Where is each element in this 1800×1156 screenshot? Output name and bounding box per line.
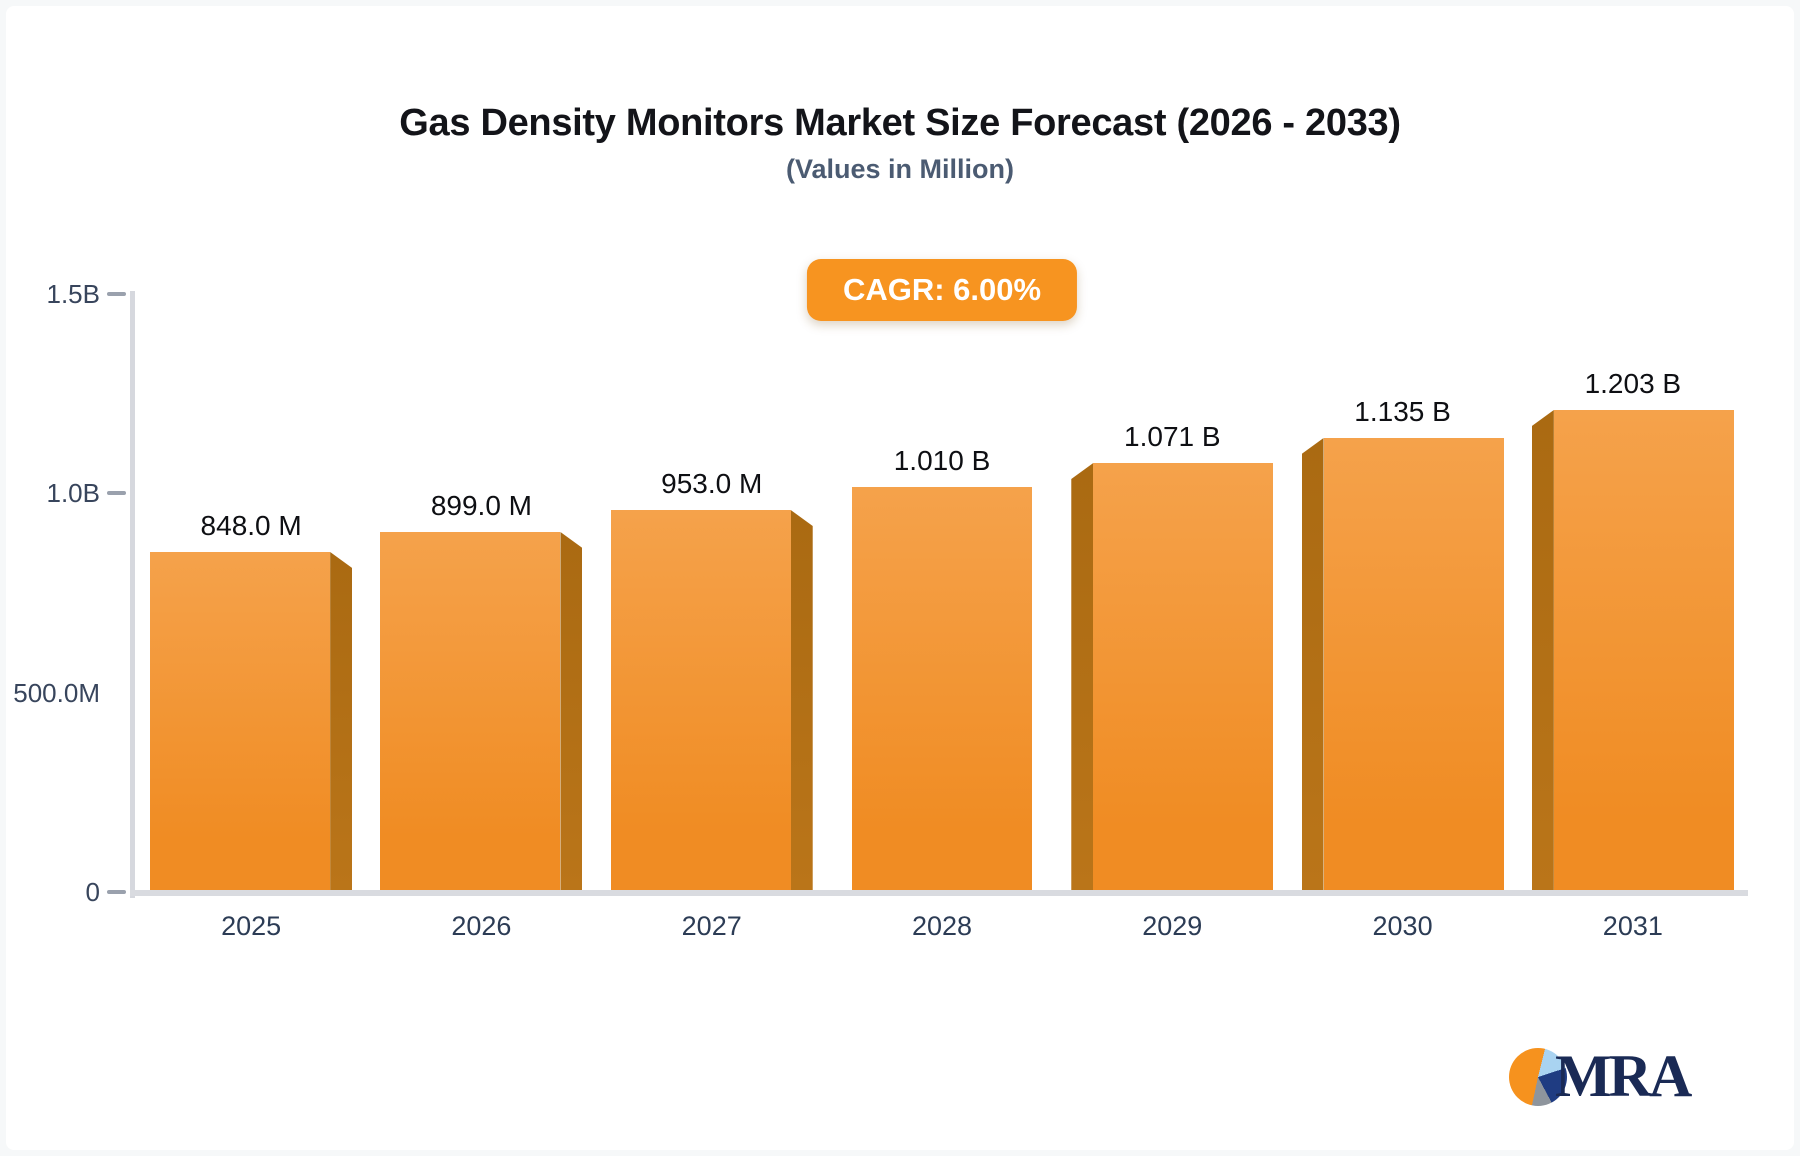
bar-side-face xyxy=(560,532,583,890)
x-axis-label: 2028 xyxy=(911,911,973,941)
bar-face xyxy=(1553,410,1734,890)
bar-value-label: 1.010 B xyxy=(893,445,991,476)
bar-side-face xyxy=(1301,438,1324,890)
bar[interactable] xyxy=(852,487,1032,890)
bar-value-label: 953.0 M xyxy=(661,468,763,499)
bar-face xyxy=(1323,438,1504,890)
bar[interactable] xyxy=(150,552,353,890)
bar-side-face xyxy=(1531,410,1554,890)
y-axis-tick-dash xyxy=(107,491,126,496)
bar-face xyxy=(150,552,331,890)
plot-area: 1.5B 1.0B 500.0M 0 848.0 M 2025 899.0 M 2026 953… xyxy=(13,279,1748,941)
bar[interactable] xyxy=(1071,463,1274,890)
y-axis-tick-label: 0 xyxy=(85,877,100,907)
y-axis-tick-label: 1.0B xyxy=(46,478,101,509)
bar-chart: Gas Density Monitors Market Size Forecas… xyxy=(6,6,1794,1150)
bar-side-face xyxy=(330,552,353,890)
y-axis-tick-label: 500.0M xyxy=(13,677,100,708)
y-axis-line xyxy=(130,291,135,898)
bar-value-label: 848.0 M xyxy=(200,510,302,541)
y-axis-tick-dash xyxy=(107,292,126,296)
x-axis-label: 2030 xyxy=(1372,911,1433,941)
bar-face xyxy=(852,487,1032,890)
bar[interactable] xyxy=(1301,438,1504,890)
logo-pie-icon xyxy=(1509,1048,1567,1106)
logo-text: MRA xyxy=(1555,1043,1692,1109)
bar-side-face xyxy=(1071,463,1094,890)
x-axis-label: 2026 xyxy=(451,911,512,941)
y-axis-tick-dash xyxy=(107,890,126,894)
x-axis-label: 2031 xyxy=(1602,911,1663,941)
chart-subtitle: (Values in Million) xyxy=(785,154,1015,184)
brand-logo: MRA xyxy=(1509,1042,1729,1112)
bar-value-label: 899.0 M xyxy=(430,490,533,521)
chart-title: Gas Density Monitors Market Size Forecas… xyxy=(399,102,1401,144)
x-axis-label: 2027 xyxy=(681,911,742,941)
bar-face xyxy=(1093,463,1274,890)
bar[interactable] xyxy=(380,532,583,890)
bar-value-label: 1.135 B xyxy=(1354,396,1451,427)
bar-face xyxy=(380,532,561,890)
x-axis-label: 2025 xyxy=(221,911,282,941)
chart-card: Gas Density Monitors Market Size Forecas… xyxy=(6,6,1794,1150)
bar[interactable] xyxy=(1531,410,1734,890)
bar-value-label: 1.071 B xyxy=(1124,421,1221,452)
x-axis-baseline xyxy=(130,890,1748,896)
bar[interactable] xyxy=(610,510,813,890)
cagr-badge: CAGR: 6.00% xyxy=(806,259,1078,321)
bar-face xyxy=(610,510,791,890)
bar-side-face xyxy=(790,510,813,890)
bar-value-label: 1.203 B xyxy=(1584,368,1682,399)
y-axis-tick-label: 1.5B xyxy=(46,279,101,309)
x-axis-label: 2029 xyxy=(1142,911,1203,941)
